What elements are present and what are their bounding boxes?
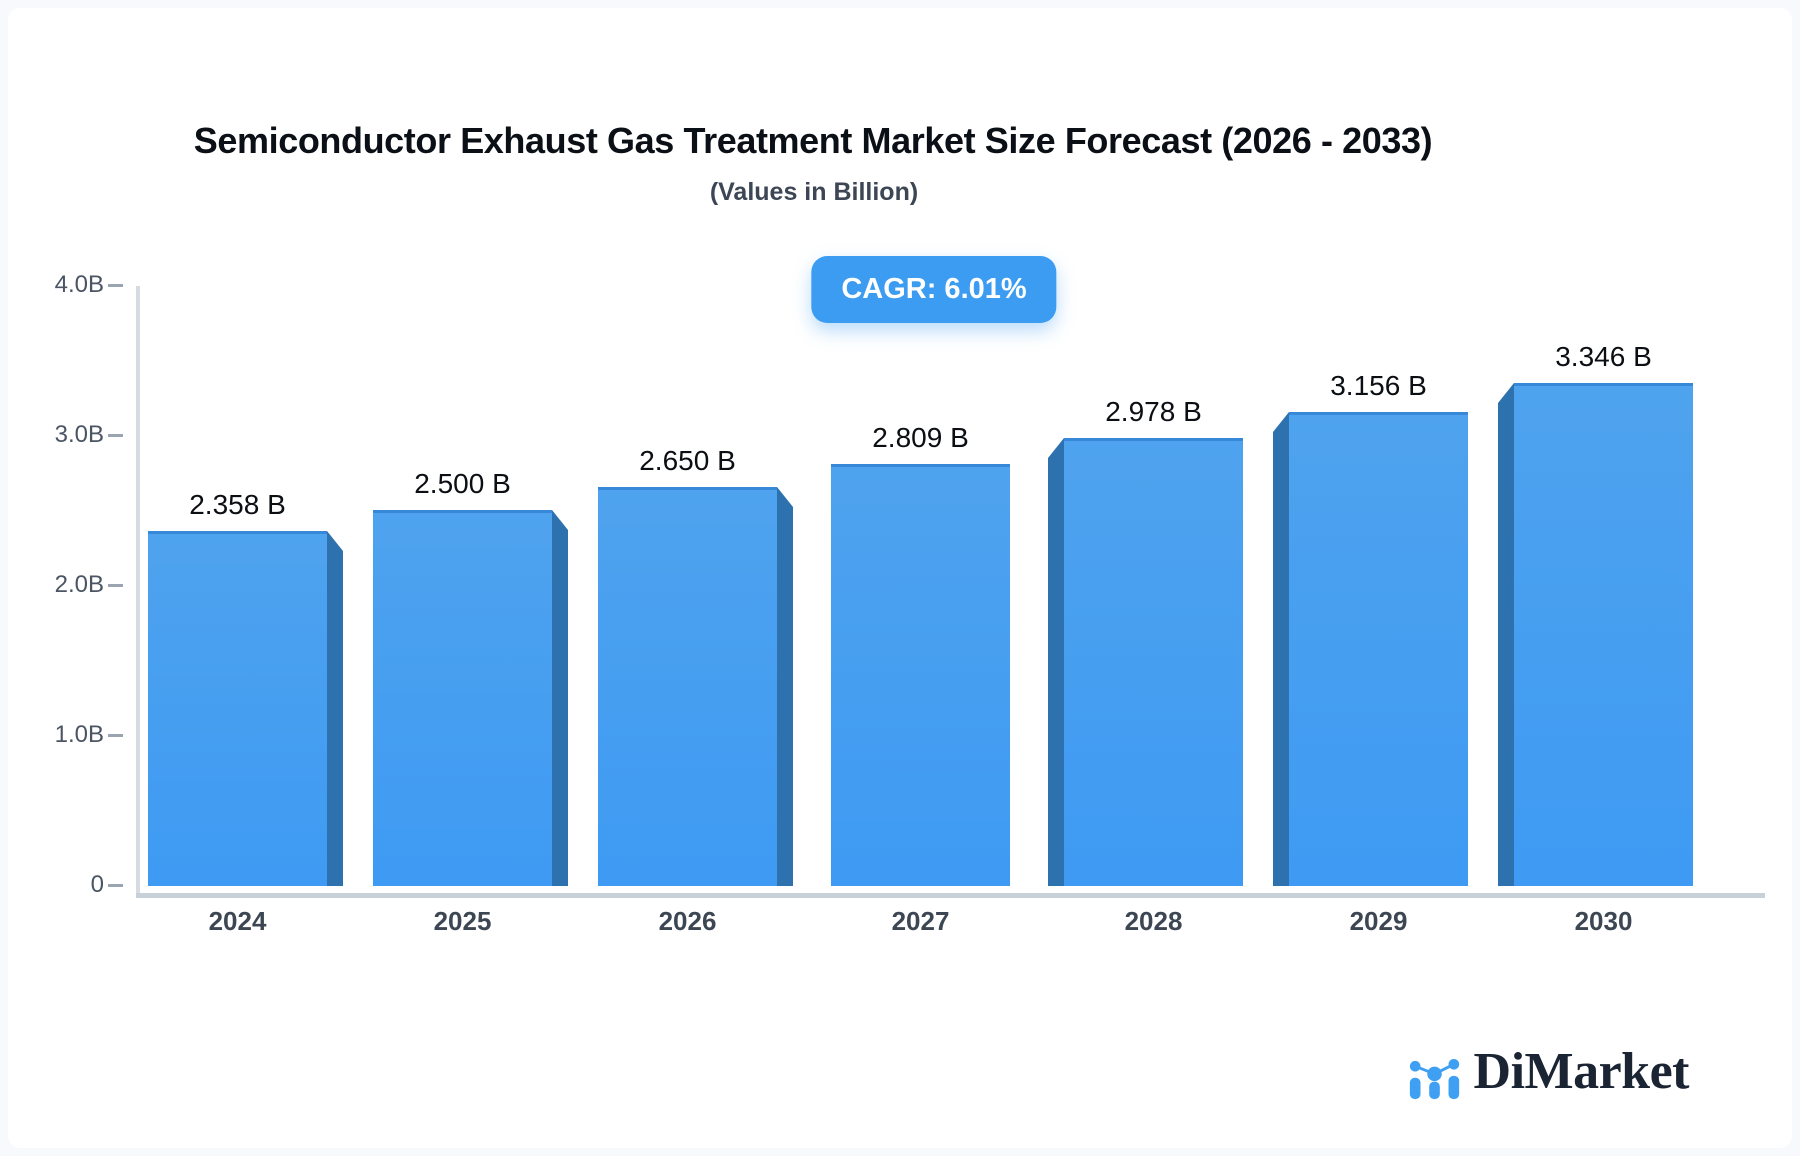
- bar-2028: [1048, 438, 1243, 886]
- bar-front-face: [1514, 383, 1693, 886]
- bar-2026: [598, 487, 793, 886]
- bar-front-face: [373, 510, 552, 886]
- y-tick-label: 4.0B: [54, 271, 104, 298]
- mini-bar-chart-icon: [1409, 1058, 1459, 1100]
- y-tick-mark: [108, 884, 123, 887]
- x-tick-label-2026: 2026: [658, 906, 717, 936]
- brand-logo-text: DiMarket: [1473, 1043, 1690, 1100]
- y-tick-label: 0: [90, 871, 104, 898]
- x-axis-baseline: [136, 893, 1765, 898]
- y-axis-line: [136, 286, 140, 898]
- y-tick-label: 3.0B: [54, 421, 104, 448]
- y-tick-mark: [108, 284, 123, 287]
- bar-value-label: 2.358 B: [189, 489, 286, 520]
- bar-front-face: [1064, 438, 1243, 886]
- bar-side-face: [327, 531, 343, 886]
- brand-logo: DiMarket: [1406, 1038, 1690, 1106]
- bar-value-label: 2.809 B: [872, 422, 969, 453]
- chart-title: Semiconductor Exhaust Gas Treatment Mark…: [193, 120, 1433, 161]
- y-tick-label: 1.0B: [54, 721, 104, 748]
- bar-front-face: [1289, 412, 1468, 886]
- y-tick-label: 2.0B: [54, 571, 104, 598]
- bar-side-face: [777, 487, 793, 886]
- bar-front-face: [598, 487, 777, 886]
- bar-front-face: [148, 531, 327, 886]
- x-tick-label-2025: 2025: [433, 906, 492, 936]
- chart-card: Semiconductor Exhaust Gas Treatment Mark…: [8, 8, 1792, 1148]
- bar-side-face: [1048, 438, 1064, 886]
- bar-2025: [373, 510, 568, 886]
- bar-2024: [148, 531, 343, 886]
- y-tick-mark: [108, 584, 123, 587]
- x-tick-label-2030: 2030: [1574, 906, 1633, 936]
- x-tick-label-2024: 2024: [208, 906, 267, 936]
- chart-subtitle: (Values in Billion): [709, 178, 919, 206]
- bar-value-label: 2.500 B: [414, 468, 511, 499]
- x-tick-label-2028: 2028: [1124, 906, 1183, 936]
- bar-2029: [1273, 412, 1468, 886]
- bar-side-face: [1498, 383, 1514, 886]
- bar-value-label: 3.156 B: [1330, 370, 1427, 401]
- bar-side-face: [552, 510, 568, 886]
- bar-value-label: 3.346 B: [1555, 341, 1652, 372]
- bar-side-face: [1273, 412, 1289, 886]
- bar-value-label: 2.650 B: [639, 445, 736, 476]
- bar-2030: [1498, 383, 1693, 886]
- bar-value-label: 2.978 B: [1105, 396, 1202, 427]
- y-tick-mark: [108, 434, 123, 437]
- bar-2027: [823, 464, 1018, 886]
- x-tick-label-2029: 2029: [1349, 906, 1408, 936]
- x-tick-label-2027: 2027: [891, 906, 950, 936]
- bar-front-face: [831, 464, 1010, 886]
- cagr-badge: CAGR: 6.01%: [811, 256, 1057, 323]
- y-tick-mark: [108, 734, 123, 737]
